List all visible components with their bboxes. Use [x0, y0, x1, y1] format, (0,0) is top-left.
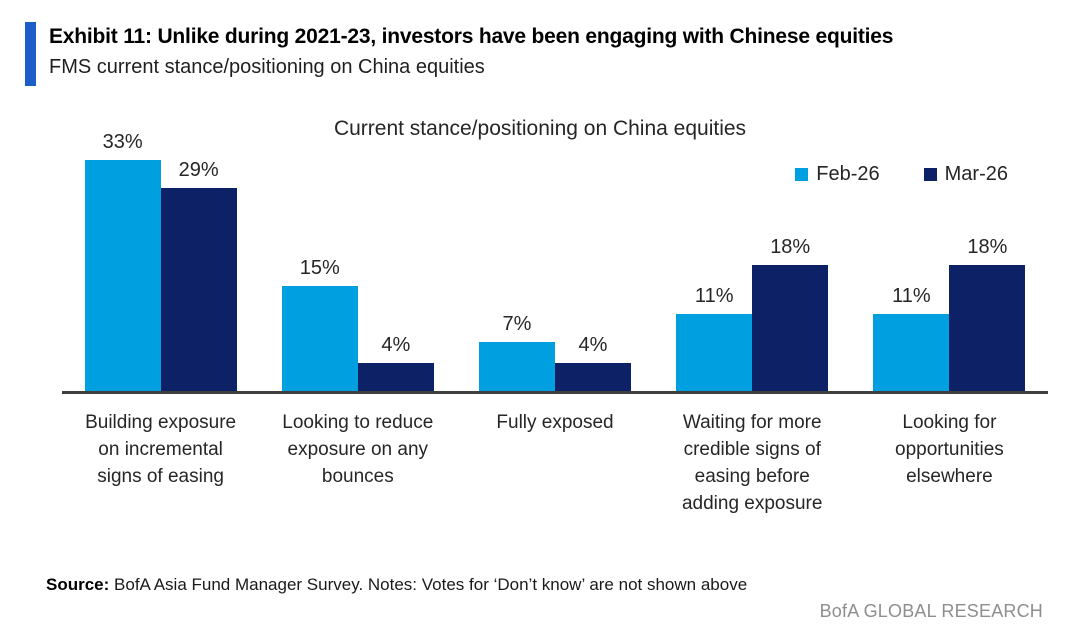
category-label: Fully exposed — [496, 412, 614, 433]
bar-feb-26: 33% — [84, 131, 161, 391]
source-line: Source: BofA Asia Fund Manager Survey. N… — [46, 575, 747, 595]
bar-value-label: 7% — [502, 313, 532, 335]
bar-value-label: 11% — [892, 285, 931, 307]
chart-title: Current stance/positioning on China equi… — [333, 117, 747, 140]
exhibit-header: Exhibit 11: Unlike during 2021-23, inves… — [25, 22, 893, 86]
legend-item-mar: Mar-26 — [923, 163, 1008, 186]
bar-mar-26: 29% — [160, 159, 237, 391]
legend-swatch-mar — [923, 168, 937, 181]
bar-feb-26: 11% — [676, 285, 753, 391]
category-label: Building exposure on incremental signs o… — [85, 412, 237, 487]
category-axis: Building exposure on incremental signs o… — [62, 409, 1048, 517]
source-text: BofA Asia Fund Manager Survey. Notes: Vo… — [109, 575, 748, 594]
chart-legend: Feb-26 Mar-26 — [795, 163, 1008, 186]
bar-group: 7% 4% — [456, 162, 653, 391]
category-label: Looking for opportunities elsewhere — [895, 412, 1004, 487]
legend-label-mar: Mar-26 — [944, 163, 1008, 185]
bar-value-label: 15% — [299, 257, 340, 279]
bar-value-label: 29% — [178, 159, 219, 181]
bar-value-label: 4% — [381, 334, 411, 356]
plot-area: 33% 29% 15% 4% 7% 4% 11% 18% 11% 18% — [62, 131, 1048, 394]
bar-value-label: 4% — [578, 334, 608, 356]
source-label: Source: — [46, 575, 110, 594]
bar-value-label: 33% — [102, 131, 143, 153]
bar-mar-26: 18% — [752, 236, 829, 391]
category-label: Looking to reduce exposure on any bounce… — [282, 412, 434, 487]
legend-swatch-feb — [795, 168, 809, 181]
bar-mar-26: 18% — [949, 236, 1026, 391]
legend-item-feb: Feb-26 — [795, 163, 880, 186]
bar-value-label: 18% — [967, 236, 1008, 258]
bar-mar-26: 4% — [555, 334, 631, 391]
bar-feb-26: 15% — [281, 257, 358, 391]
exhibit-title: Exhibit 11: Unlike during 2021-23, inves… — [49, 25, 894, 48]
bar-value-label: 18% — [770, 236, 811, 258]
brand-footer: BofA GLOBAL RESEARCH — [819, 601, 1043, 621]
bar-value-label: 11% — [694, 285, 734, 307]
bar-group: 11% 18% — [654, 162, 851, 391]
legend-label-feb: Feb-26 — [816, 163, 880, 185]
header-text: Exhibit 11: Unlike during 2021-23, inves… — [49, 22, 893, 86]
exhibit-subtitle: FMS current stance/positioning on China … — [49, 56, 485, 78]
bar-feb-26: 7% — [479, 313, 555, 391]
bar-mar-26: 4% — [357, 334, 434, 391]
bar-group: 33% 29% — [62, 131, 259, 391]
category-label: Waiting for more credible signs of easin… — [681, 412, 823, 514]
bar-feb-26: 11% — [873, 285, 950, 391]
bar-group: 11% 18% — [851, 162, 1048, 391]
bar-group: 15% 4% — [259, 162, 456, 391]
accent-bar — [25, 22, 36, 86]
